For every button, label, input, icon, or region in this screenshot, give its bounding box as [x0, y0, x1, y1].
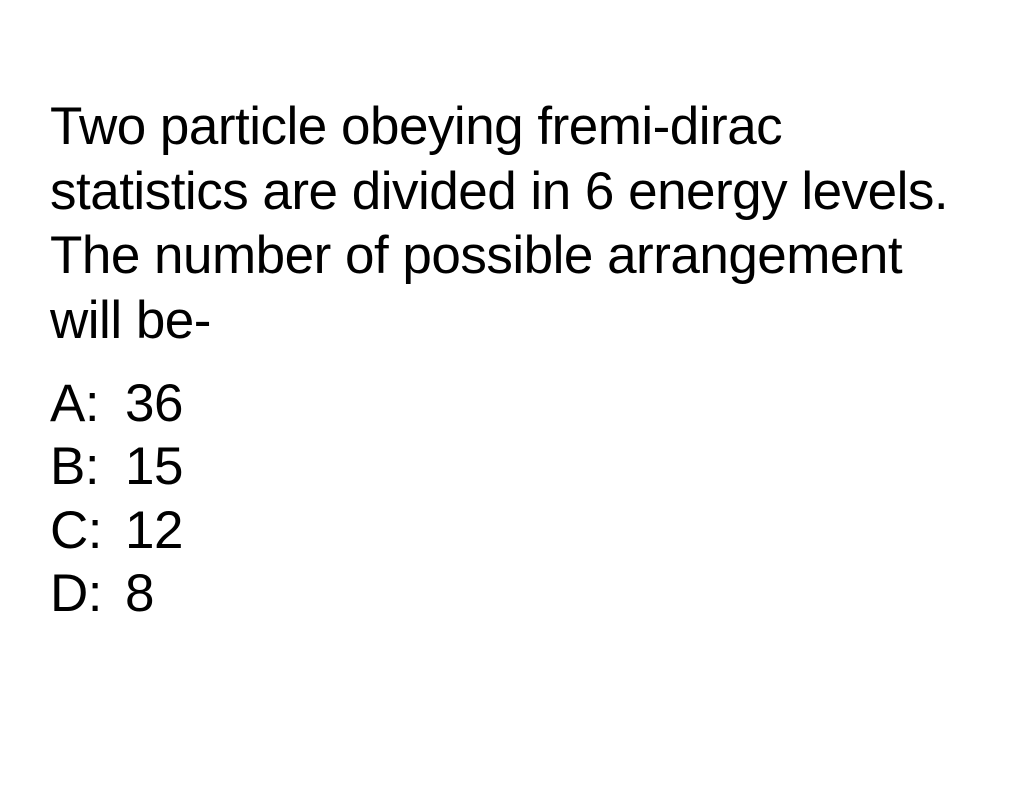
- option-label: A:: [50, 372, 125, 436]
- option-label: C:: [50, 499, 125, 563]
- options-list: A: 36 B: 15 C: 12 D: 8: [50, 372, 974, 626]
- question-text: Two particle obeying fremi-dirac statist…: [50, 95, 974, 354]
- option-b: B: 15: [50, 435, 974, 499]
- option-value: 12: [125, 499, 183, 563]
- option-a: A: 36: [50, 372, 974, 436]
- option-value: 8: [125, 562, 154, 626]
- option-value: 36: [125, 372, 183, 436]
- option-value: 15: [125, 435, 183, 499]
- option-label: D:: [50, 562, 125, 626]
- option-c: C: 12: [50, 499, 974, 563]
- option-label: B:: [50, 435, 125, 499]
- option-d: D: 8: [50, 562, 974, 626]
